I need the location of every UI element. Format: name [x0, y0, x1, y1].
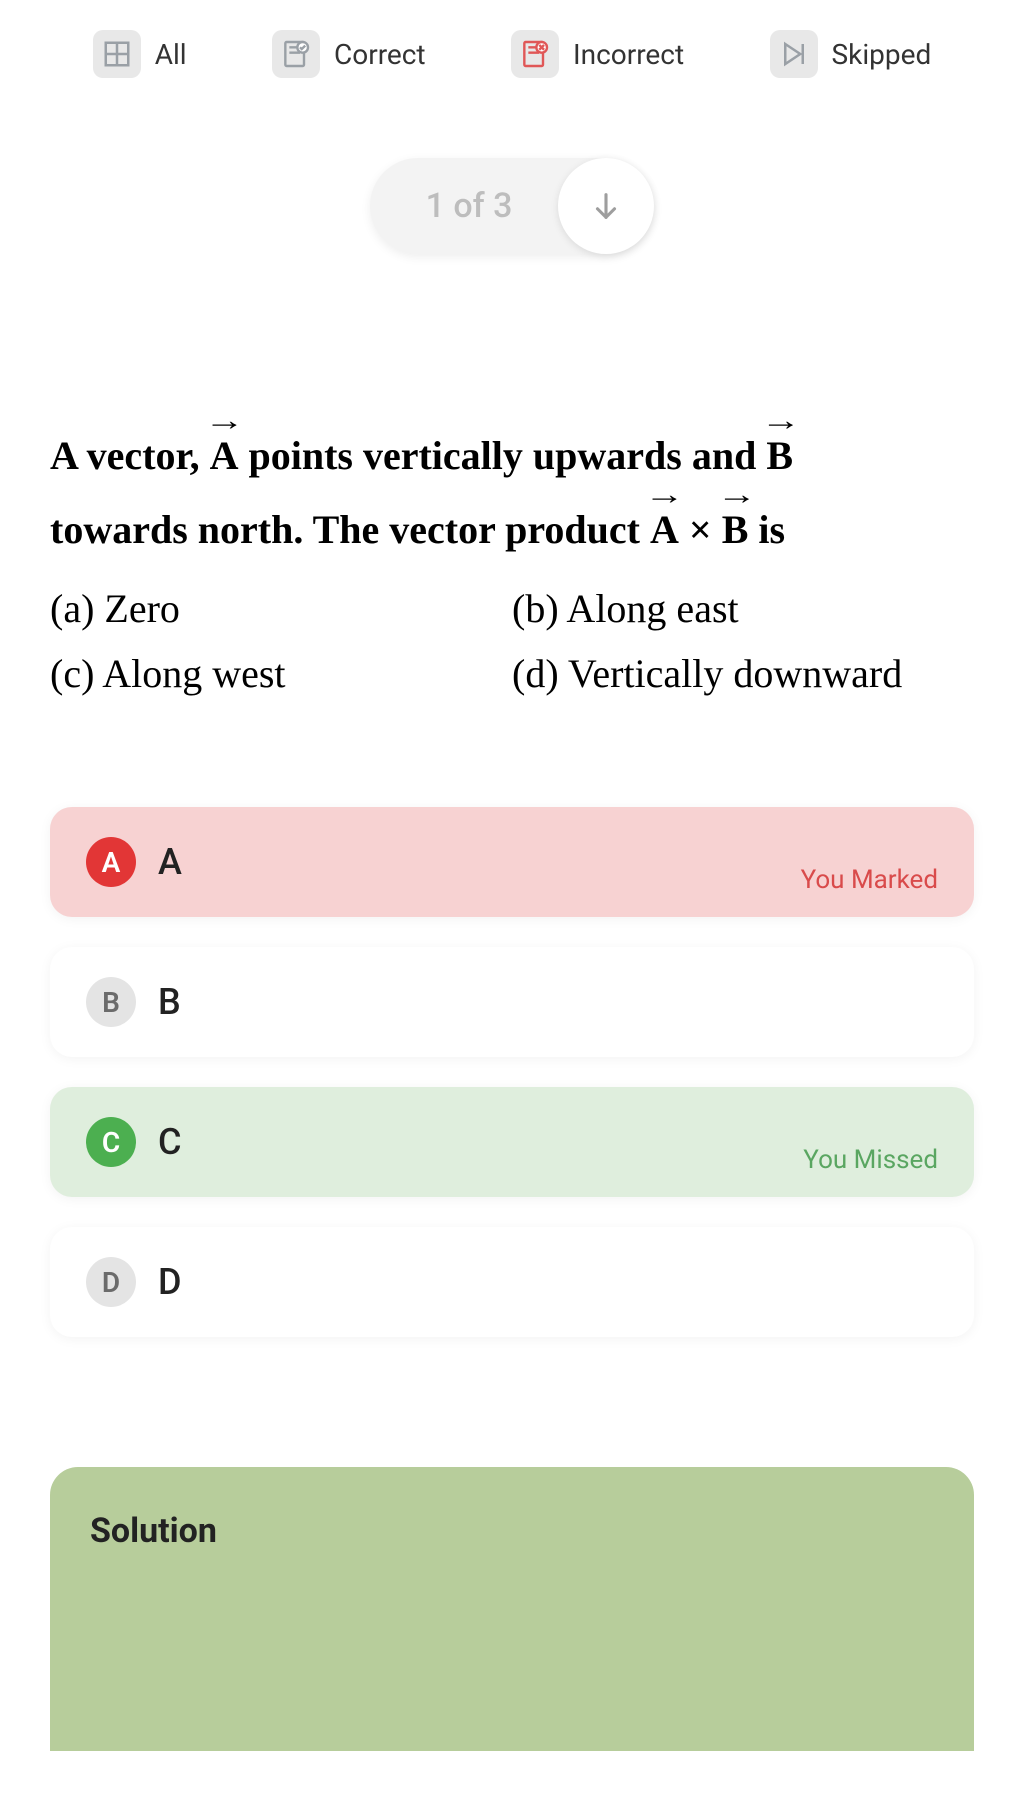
- skip-icon: [770, 30, 818, 78]
- answer-label-a: A: [158, 841, 182, 883]
- answer-label-d: D: [158, 1261, 182, 1303]
- answer-badge-d: D: [86, 1257, 136, 1307]
- answer-head: D D: [86, 1257, 938, 1307]
- you-marked-tag: You Marked: [801, 865, 938, 895]
- tab-correct[interactable]: Correct: [272, 30, 426, 78]
- answer-badge-a: A: [86, 837, 136, 887]
- answer-card-d[interactable]: D D: [50, 1227, 974, 1337]
- stem-text: A vector,: [50, 433, 210, 478]
- you-missed-tag: You Missed: [803, 1145, 938, 1175]
- grid-icon: [93, 30, 141, 78]
- answer-card-b[interactable]: B B: [50, 947, 974, 1057]
- solution-block[interactable]: Solution: [50, 1467, 974, 1751]
- answer-label-c: C: [158, 1121, 182, 1163]
- stem-text: towards north. The vector product: [50, 507, 650, 552]
- vector-a: A: [650, 493, 679, 567]
- tab-skipped-label: Skipped: [832, 38, 932, 71]
- doc-x-icon: [511, 30, 559, 78]
- option-a: (a) Zero: [50, 585, 512, 632]
- filter-tabs: All Correct Incorrect Skipped: [0, 0, 1024, 98]
- option-b: (b) Along east: [512, 585, 974, 632]
- question-block: A vector, A points vertically upwards an…: [0, 419, 1024, 697]
- cross-symbol: ×: [679, 507, 722, 552]
- vector-b: B: [766, 419, 793, 493]
- vector-b: B: [722, 493, 749, 567]
- answer-label-b: B: [158, 981, 181, 1023]
- solution-title: Solution: [90, 1511, 934, 1551]
- badge-letter: D: [102, 1266, 120, 1299]
- vector-a: A: [210, 419, 239, 493]
- badge-letter: B: [102, 986, 120, 1019]
- question-stem: A vector, A points vertically upwards an…: [50, 419, 974, 567]
- question-options: (a) Zero (b) Along east (c) Along west (…: [50, 585, 974, 697]
- tab-correct-label: Correct: [334, 38, 426, 71]
- answer-card-c[interactable]: C C You Missed: [50, 1087, 974, 1197]
- answer-list: A A You Marked B B C C You Missed D D: [0, 807, 1024, 1337]
- doc-check-icon: [272, 30, 320, 78]
- pager-row: 1 of 3: [0, 158, 1024, 254]
- answer-card-a[interactable]: A A You Marked: [50, 807, 974, 917]
- tab-incorrect-label: Incorrect: [573, 38, 684, 71]
- badge-letter: A: [102, 846, 121, 879]
- answer-badge-b: B: [86, 977, 136, 1027]
- tab-all[interactable]: All: [93, 30, 187, 78]
- option-d: (d) Vertically downward: [512, 650, 974, 697]
- tab-skipped[interactable]: Skipped: [770, 30, 932, 78]
- pager-text: 1 of 3: [370, 186, 559, 226]
- pager-down-button[interactable]: [558, 158, 654, 254]
- tab-incorrect[interactable]: Incorrect: [511, 30, 684, 78]
- pager: 1 of 3: [370, 158, 655, 254]
- answer-badge-c: C: [86, 1117, 136, 1167]
- badge-letter: C: [102, 1126, 120, 1159]
- arrow-down-icon: [589, 189, 623, 223]
- option-c: (c) Along west: [50, 650, 512, 697]
- answer-head: B B: [86, 977, 938, 1027]
- tab-all-label: All: [155, 38, 187, 71]
- stem-text: points vertically upwards and: [238, 433, 766, 478]
